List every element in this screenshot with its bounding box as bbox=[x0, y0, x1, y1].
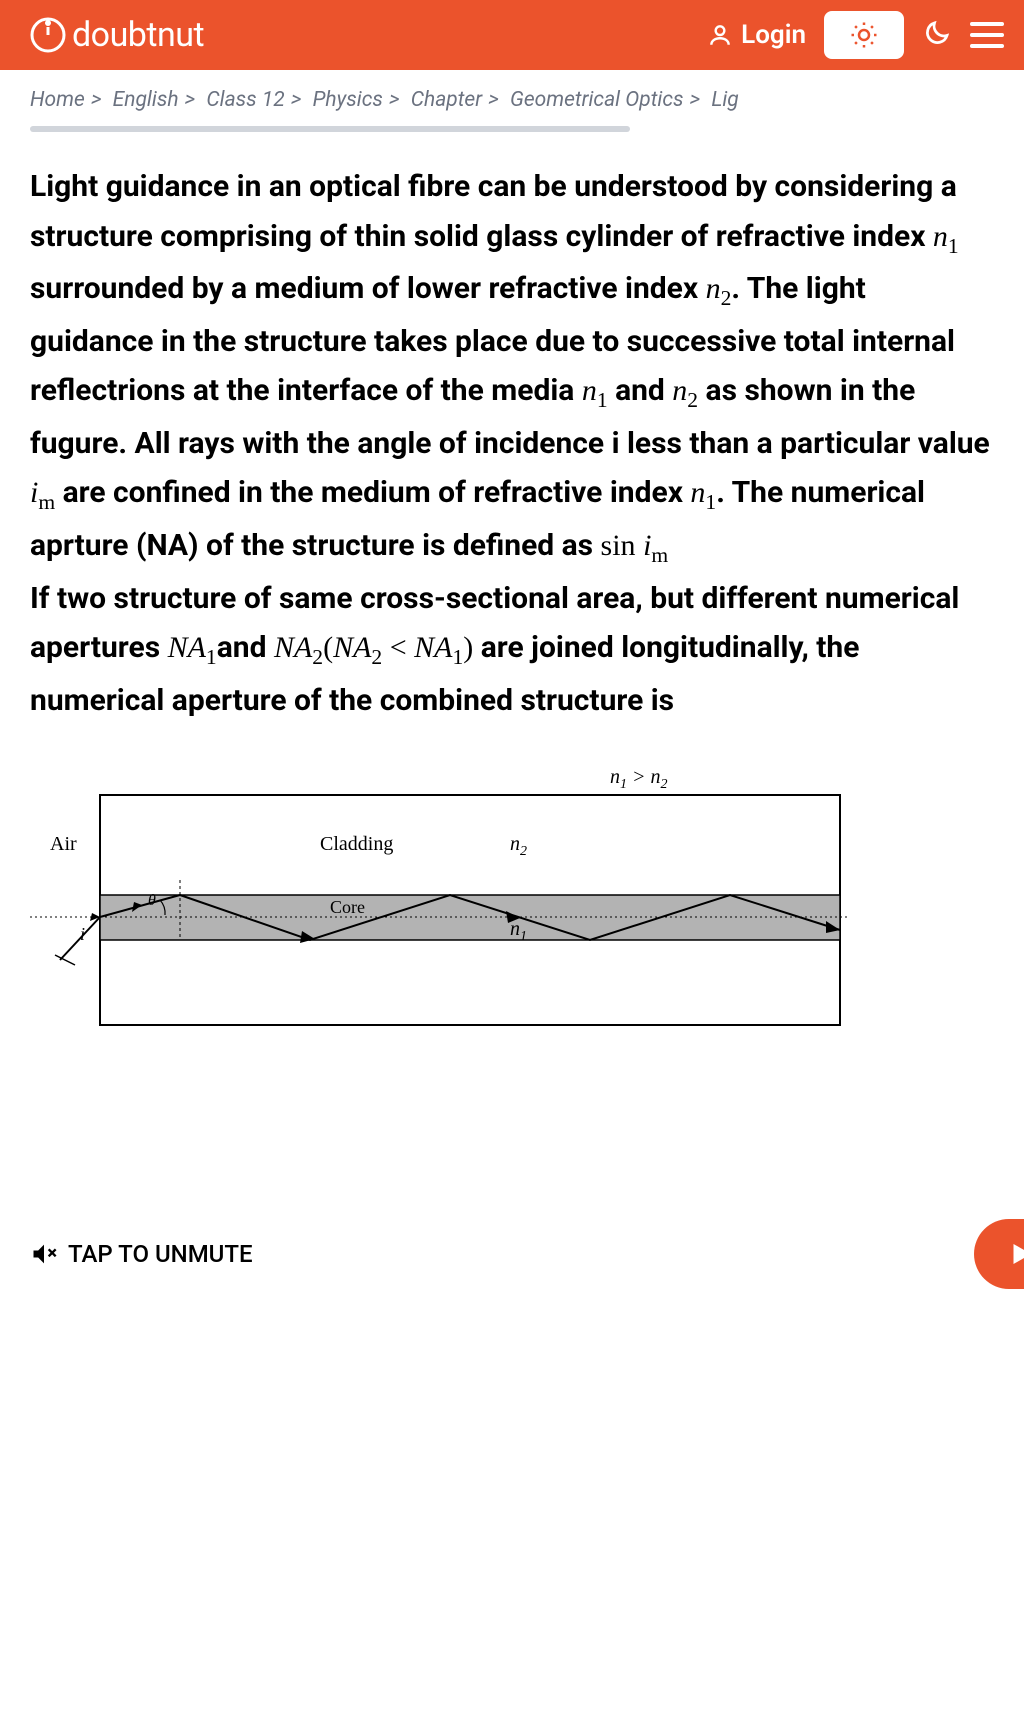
doubtnut-logo-icon bbox=[30, 17, 66, 53]
play-button[interactable] bbox=[974, 1219, 1024, 1289]
brand-text: doubtnut bbox=[72, 15, 204, 55]
unmute-button[interactable]: TAP TO UNMUTE bbox=[30, 1240, 253, 1268]
header-actions: Login bbox=[707, 11, 1004, 59]
play-icon bbox=[1006, 1239, 1024, 1269]
breadcrumb-item[interactable]: Chapter bbox=[411, 88, 482, 112]
sun-icon bbox=[849, 20, 879, 50]
optical-fibre-diagram: Air Cladding Core n2 n1 n1 > n2 θ i bbox=[30, 765, 850, 1045]
moon-icon bbox=[922, 18, 952, 48]
hamburger-icon bbox=[970, 22, 1004, 26]
breadcrumb-item[interactable]: Home bbox=[30, 88, 85, 112]
login-button[interactable]: Login bbox=[707, 20, 806, 50]
brand-logo[interactable]: doubtnut bbox=[30, 15, 204, 55]
video-footer: TAP TO UNMUTE bbox=[0, 1229, 1024, 1279]
breadcrumb-item[interactable]: Lig bbox=[711, 88, 738, 112]
diagram-container: Air Cladding Core n2 n1 n1 > n2 θ i bbox=[0, 745, 1024, 1089]
diagram-label-air: Air bbox=[50, 833, 77, 855]
breadcrumb-item[interactable]: Class 12 bbox=[206, 88, 284, 112]
app-header: doubtnut Login bbox=[0, 0, 1024, 70]
diagram-label-core: Core bbox=[330, 897, 365, 917]
breadcrumb-item[interactable]: Geometrical Optics bbox=[510, 88, 684, 112]
question-content: Light guidance in an optical fibre can b… bbox=[0, 132, 1024, 745]
svg-text:n1 > n2: n1 > n2 bbox=[610, 766, 668, 792]
light-theme-button[interactable] bbox=[824, 11, 904, 59]
question-text: Light guidance in an optical fibre can b… bbox=[30, 162, 994, 725]
breadcrumb: Home> English> Class 12> Physics> Chapte… bbox=[0, 70, 1024, 126]
diagram-label-cladding: Cladding bbox=[320, 833, 393, 855]
breadcrumb-item[interactable]: Physics bbox=[313, 88, 383, 112]
svg-text:θ: θ bbox=[148, 892, 156, 909]
user-icon bbox=[707, 22, 733, 48]
login-label: Login bbox=[741, 20, 806, 50]
dark-theme-button[interactable] bbox=[922, 18, 952, 52]
svg-text:i: i bbox=[80, 924, 85, 944]
mute-icon bbox=[30, 1240, 58, 1268]
breadcrumb-item[interactable]: English bbox=[113, 88, 179, 112]
svg-text:n2: n2 bbox=[510, 833, 527, 859]
unmute-label: TAP TO UNMUTE bbox=[68, 1240, 253, 1268]
menu-button[interactable] bbox=[970, 22, 1004, 48]
